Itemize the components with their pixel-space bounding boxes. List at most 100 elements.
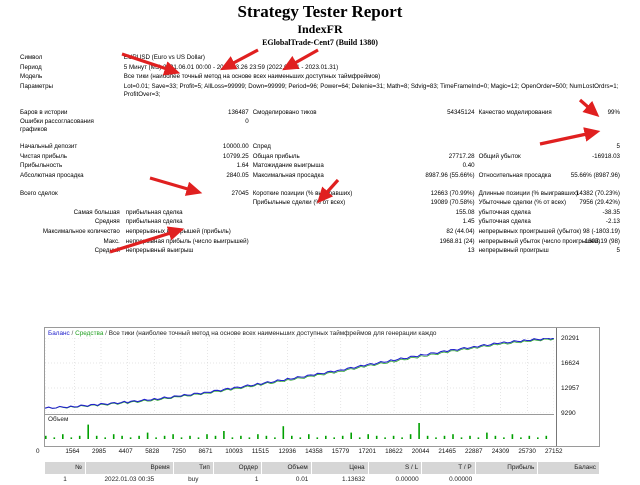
- value-average-profit-trade: 1.45: [396, 217, 476, 227]
- label-average-consecutive-losses: непрерывный проигрыш 5: [477, 246, 622, 256]
- value-profit-trades: 19089 (70.58%): [396, 198, 476, 208]
- trade-row-total: Всего сделок 27045 Короткие позиции (% в…: [18, 189, 622, 199]
- setup-label-model: Модель: [18, 72, 122, 82]
- col-order[interactable]: Ордер: [213, 462, 261, 475]
- value-average-loss-trade: -2.13: [606, 218, 620, 226]
- value-deposit: 10000.00: [122, 142, 251, 152]
- label-maximum: Максимальное количество: [18, 227, 122, 237]
- value-bars: 136487: [122, 108, 251, 118]
- trade-row-averageconsecutive: Средний непрерывный выигрыш 13 непрерывн…: [18, 246, 622, 256]
- x-axis-tick: 15779: [332, 448, 350, 456]
- label-average-consecutive-wins: непрерывный выигрыш: [122, 246, 251, 256]
- label-bars: Баров в истории: [18, 108, 122, 118]
- setup-row-symbol: Символ EURUSD (Euro vs US Dollar): [18, 53, 622, 63]
- x-axis-tick: 17201: [358, 448, 376, 456]
- label-largest-profit-trade: прибыльная сделка: [122, 208, 251, 218]
- stats-row-mismatch: Ошибки рассогласования графиков 0: [18, 117, 622, 134]
- col-tp[interactable]: T / P: [422, 462, 476, 475]
- setup-label-period: Период: [18, 63, 122, 73]
- server-build: EGlobalTrade-Cent7 (Build 1380): [0, 37, 640, 49]
- value-relative-drawdown: 55.66% (8987.96): [571, 172, 620, 180]
- col-sl[interactable]: S / L: [368, 462, 422, 475]
- x-axis-tick: 4407: [119, 448, 133, 456]
- label-max-consecutive-losses: непрерывных проигрышей (убыток) 98 (-180…: [477, 227, 622, 237]
- setup-label-symbol: Символ: [18, 53, 122, 63]
- y-axis-tick: 9290: [561, 410, 576, 417]
- x-axis-tick: 12936: [279, 448, 297, 456]
- x-axis-tick: 22887: [465, 448, 483, 456]
- legend-model: Все тики (наиболее точный метод на основ…: [109, 330, 437, 337]
- stats-row-deposit: Начальный депозит 10000.00 Спред 5: [18, 142, 622, 152]
- value-expected-payoff: 0.40: [396, 161, 476, 171]
- trade-row-winloss: Прибыльные сделки (% от всех) 19089 (70.…: [18, 198, 622, 208]
- x-axis-tick: 27152: [545, 448, 563, 456]
- col-time[interactable]: Время: [85, 462, 173, 475]
- label-maximal-consecutive-profit: непрерывная прибыль (число выигрышей): [122, 237, 251, 247]
- label-largest: Самая большая: [18, 208, 122, 218]
- label-short-positions: Короткие позиции (% выигравших): [251, 189, 397, 199]
- value-maximal-consecutive-profit: 1968.81 (24): [396, 237, 476, 247]
- value-gross-loss: -16918.03: [592, 153, 620, 161]
- label-loss-trades: Убыточные сделки (% от всех) 7956 (29.42…: [477, 198, 622, 208]
- value-largest-loss-trade: -38.35: [602, 209, 620, 217]
- col-price[interactable]: Цена: [311, 462, 368, 475]
- x-axis-tick: 8671: [199, 448, 213, 456]
- label-largest-loss-trade-text: убыточная сделка: [479, 209, 531, 216]
- trade-row-average: Средняя прибыльная сделка 1.45 убыточная…: [18, 217, 622, 227]
- volume-bars: [45, 415, 554, 439]
- y-axis-tick: 16624: [561, 360, 579, 367]
- value-profit-factor: 1.64: [122, 161, 251, 171]
- col-type[interactable]: Тип: [173, 462, 213, 475]
- x-axis-tick: 25730: [518, 448, 536, 456]
- stats-row-profitfactor: Прибыльность 1.64 Матожидание выигрыша 0…: [18, 161, 622, 171]
- value-largest-profit-trade: 155.08: [396, 208, 476, 218]
- label-quality: Качество моделирования 99%: [477, 108, 622, 118]
- equity-curve-plot: [45, 338, 554, 413]
- x-axis-tick: 24309: [492, 448, 510, 456]
- label-max-consecutive-losses-text: непрерывных проигрышей (убыток): [479, 228, 582, 235]
- volume-subplot: Объем: [45, 414, 554, 439]
- value-absolute-drawdown: 2840.05: [122, 171, 251, 181]
- trade-row-largest: Самая большая прибыльная сделка 155.08 у…: [18, 208, 622, 218]
- stats-row-netprofit: Чистая прибыль 10799.25 Общая прибыль 27…: [18, 152, 622, 162]
- value-ticks: 54345124: [396, 108, 476, 118]
- setup-value-period: 5 Минут (M5) 2021.06.01 00:00 - 2023.03.…: [122, 63, 622, 73]
- value-loss-trades: 7956 (29.42%): [579, 199, 620, 207]
- label-expected-payoff: Матожидание выигрыша: [251, 161, 397, 171]
- col-profit[interactable]: Прибыль: [475, 462, 538, 475]
- trades-table-header: № Время Тип Ордер Объем Цена S / L T / P…: [45, 462, 600, 475]
- label-average: Средняя: [18, 217, 122, 227]
- chart-legend: Баланс / Средства / Все тики (наиболее т…: [48, 329, 436, 338]
- x-axis-tick: 21465: [438, 448, 456, 456]
- x-axis-tick: 1564: [65, 448, 79, 456]
- trade-row-maximal: Макс. непрерывная прибыль (число выигрыш…: [18, 237, 622, 247]
- x-axis-tick: 14358: [305, 448, 323, 456]
- label-relative-drawdown-text: Относительная просадка: [479, 172, 551, 179]
- label-deposit: Начальный депозит: [18, 142, 122, 152]
- x-axis-tick: 2985: [92, 448, 106, 456]
- label-long-positions: Длинные позиции (% выигравших) 14382 (70…: [477, 189, 622, 199]
- label-mismatch: Ошибки рассогласования графиков: [18, 117, 122, 134]
- x-axis-tick: 18622: [385, 448, 403, 456]
- y-axis-tick: 20291: [561, 335, 579, 342]
- label-gross-loss-text: Общий убыток: [479, 153, 521, 160]
- label-average-loss-trade: убыточная сделка -2.13: [477, 217, 622, 227]
- label-profit-trades: Прибыльные сделки (% от всех): [251, 198, 397, 208]
- label-relative-drawdown: Относительная просадка 55.66% (8987.96): [477, 171, 622, 181]
- stats-row-bars: Баров в истории 136487 Смоделировано тик…: [18, 108, 622, 118]
- label-loss-trades-text: Убыточные сделки (% от всех): [479, 199, 566, 206]
- label-maximal-drawdown: Максимальная просадка: [251, 171, 397, 181]
- col-balance[interactable]: Баланс: [538, 462, 600, 475]
- col-number[interactable]: №: [45, 462, 86, 475]
- col-volume[interactable]: Объем: [261, 462, 311, 475]
- page-title: Strategy Tester Report: [0, 2, 640, 22]
- value-maximal-consecutive-loss: -1803.19 (98): [583, 238, 620, 245]
- setup-value-params: Lot=0.01; Save=33; Profit=5; AllLoss=999…: [122, 82, 622, 100]
- value-spread: 5: [617, 143, 620, 151]
- label-ticks: Смоделировано тиков: [251, 108, 397, 118]
- label-long-positions-text: Длинные позиции (% выигравших): [479, 190, 578, 197]
- x-axis-tick: 7250: [172, 448, 186, 456]
- label-average-consecutive: Средний: [18, 246, 122, 256]
- value-short-positions: 12663 (70.99%): [396, 189, 476, 199]
